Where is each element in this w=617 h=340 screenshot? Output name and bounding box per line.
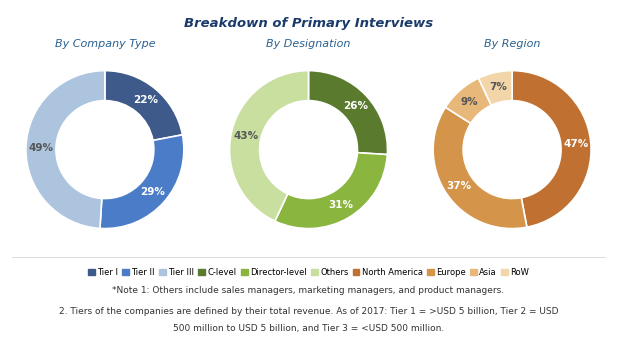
Wedge shape — [512, 71, 591, 227]
Text: Breakdown of Primary Interviews: Breakdown of Primary Interviews — [184, 17, 433, 30]
Wedge shape — [275, 153, 387, 228]
Wedge shape — [308, 71, 387, 155]
Text: 2. Tiers of the companies are defined by their total revenue. As of 2017: Tier 1: 2. Tiers of the companies are defined by… — [59, 307, 558, 316]
Text: 37%: 37% — [447, 181, 472, 190]
Text: 29%: 29% — [141, 187, 165, 197]
Text: 26%: 26% — [342, 101, 368, 111]
Text: 43%: 43% — [233, 131, 259, 141]
Text: *Note 1: Others include sales managers, marketing managers, and product managers: *Note 1: Others include sales managers, … — [112, 286, 505, 295]
Text: 500 million to USD 5 billion, and Tier 3 = <USD 500 million.: 500 million to USD 5 billion, and Tier 3… — [173, 324, 444, 333]
Wedge shape — [433, 107, 527, 228]
Wedge shape — [445, 78, 491, 123]
Text: 49%: 49% — [28, 142, 54, 153]
Text: 7%: 7% — [489, 82, 507, 92]
Wedge shape — [26, 71, 105, 228]
Title: By Designation: By Designation — [267, 39, 350, 49]
Text: 47%: 47% — [563, 139, 589, 149]
Legend: Tier I, Tier II, Tier III, C-level, Director-level, Others, North America, Europ: Tier I, Tier II, Tier III, C-level, Dire… — [85, 264, 532, 280]
Title: By Region: By Region — [484, 39, 540, 49]
Wedge shape — [479, 71, 512, 105]
Text: 9%: 9% — [461, 97, 479, 107]
Text: 31%: 31% — [329, 200, 354, 210]
Text: 22%: 22% — [133, 95, 158, 105]
Wedge shape — [100, 135, 184, 228]
Wedge shape — [105, 71, 183, 140]
Wedge shape — [230, 71, 308, 221]
Title: By Company Type: By Company Type — [54, 39, 155, 49]
